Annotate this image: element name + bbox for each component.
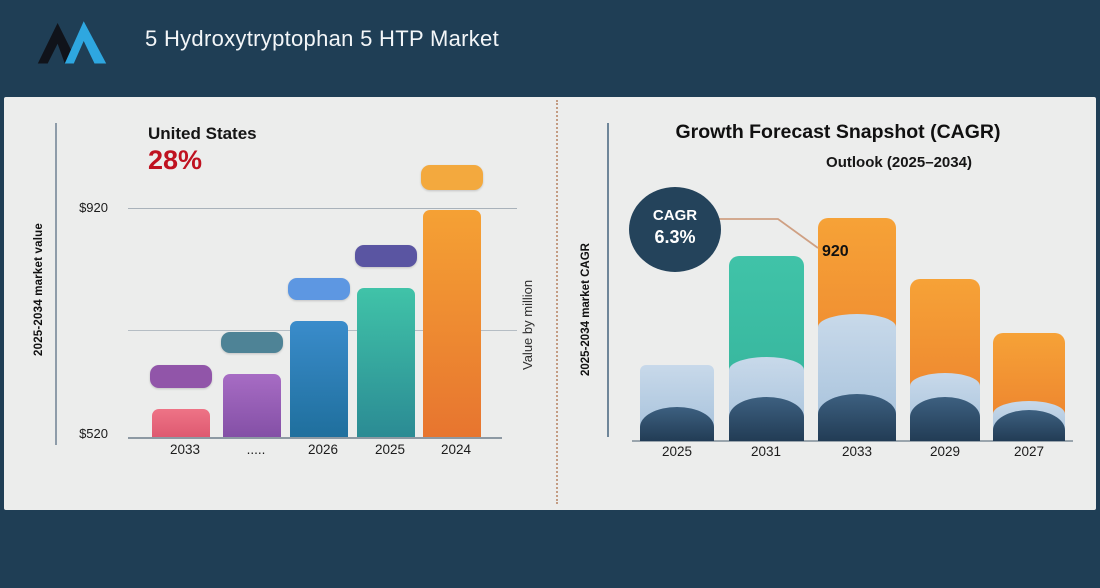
right-y-axis-label: 2025-2034 market CAGR [580, 243, 592, 377]
bar-cap-2033 [150, 364, 212, 388]
region-label: United States [148, 124, 257, 143]
page-title: 5 Hydroxytryptophan 5 HTP Market [145, 26, 500, 51]
segment-2025-navy [640, 407, 714, 441]
bar-cap-..... [221, 331, 283, 353]
left-y-axis-line [55, 123, 57, 445]
bar-2033 [152, 408, 210, 437]
ama-logo-icon [37, 21, 107, 64]
bar-cap-2025 [355, 245, 417, 267]
x-axis-label-2033: 2033 [169, 442, 201, 457]
bar-2026 [290, 320, 348, 437]
x-axis-label-2026: 2026 [307, 442, 339, 457]
left-x-axis-line [128, 437, 502, 439]
x-axis-label-2027: 2027 [1013, 444, 1045, 459]
cagr-badge-label: CAGR [652, 207, 698, 224]
chart-title: Growth Forecast Snapshot (CAGR) [675, 121, 1001, 143]
x-axis-label-2025: 2025 [374, 442, 406, 457]
bar-2025 [357, 288, 415, 437]
value-annotation-920: 920 [822, 243, 849, 260]
tick-label-920: $920 [79, 200, 108, 215]
chart-subtitle: Outlook (2025–2034) [826, 154, 972, 171]
cagr-badge: CAGR 6.3% [629, 187, 721, 272]
x-axis-label-2025: 2025 [661, 444, 693, 459]
bar-cap-2026 [288, 277, 350, 301]
bar-..... [223, 374, 281, 437]
x-axis-label-2031: 2031 [750, 444, 782, 459]
x-axis-label-.....: ..... [246, 442, 266, 457]
x-axis-label-2029: 2029 [929, 444, 961, 459]
tick-label-520: $520 [79, 426, 108, 441]
header: 5 Hydroxytryptophan 5 HTP Market [0, 0, 1100, 97]
right-y-axis-line [607, 123, 609, 437]
right-x-axis-line [632, 440, 1073, 442]
segment-2029-navy [910, 397, 980, 441]
segment-2031-navy [728, 397, 804, 441]
segment-2027-navy [993, 409, 1065, 441]
cagr-badge-value: 6.3% [654, 227, 696, 247]
segment-2033-navy [818, 393, 896, 441]
footer: @ All Market Analysis Snapshot Global5 H… [0, 510, 1100, 588]
x-axis-label-2024: 2024 [440, 442, 472, 457]
x-axis-label-2033: 2033 [841, 444, 873, 459]
gridline-920 [128, 208, 517, 209]
highlight-percent: 28% [148, 145, 203, 175]
bar-cap-2024 [421, 165, 483, 191]
bar-2024 [423, 209, 481, 437]
panel-divider [556, 100, 558, 504]
